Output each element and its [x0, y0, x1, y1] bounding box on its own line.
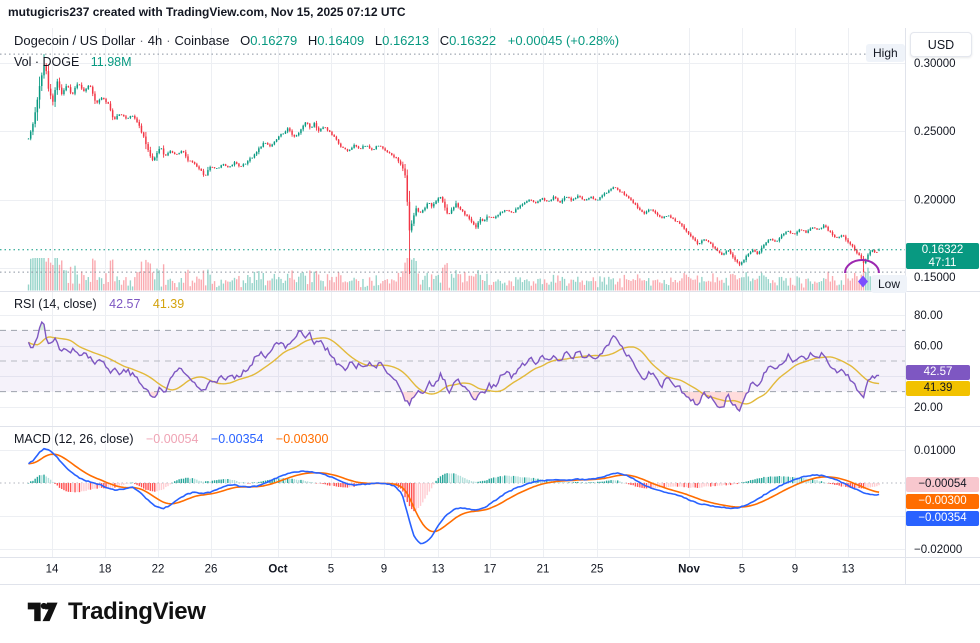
tradingview-logo-text: TradingView: [68, 598, 206, 625]
time-tick-label: Oct: [268, 564, 287, 576]
macd-main-axis-badge: −0.00354: [906, 511, 979, 526]
time-tick-label: 25: [591, 564, 604, 576]
price-tick-label: 0.15000: [914, 272, 956, 284]
volume-legend[interactable]: Vol · DOGE 11.98M: [14, 55, 132, 69]
tradingview-logo-icon: [27, 602, 58, 622]
time-axis[interactable]: [0, 557, 905, 584]
macd-signal-axis-badge: −0.00300: [906, 494, 979, 509]
time-tick-label: 22: [152, 564, 165, 576]
symbol-exchange[interactable]: Coinbase: [174, 33, 230, 48]
rsi-tick-label: 20.00: [914, 402, 943, 414]
rsi-title: RSI (14, close): [14, 297, 97, 311]
rsi-ma-axis-badge: 41.39: [906, 381, 970, 396]
rsi-axis-badge: 42.57: [906, 365, 970, 380]
price-change: +0.00045 (+0.28%): [507, 33, 620, 48]
rsi-line: [27, 320, 880, 413]
price-pane[interactable]: [0, 28, 905, 291]
rsi-tick-label: 80.00: [914, 310, 943, 322]
rsi-pane[interactable]: [0, 292, 905, 426]
time-tick-label: 21: [537, 564, 550, 576]
price-tick-label: 0.25000: [914, 126, 956, 138]
time-tick-label: 5: [739, 564, 745, 576]
legend-separator: ·: [139, 33, 144, 48]
ohlc-high-value: 0.16409: [317, 33, 365, 48]
rsi-oversold-fill: [681, 391, 749, 411]
time-tick-label: 17: [484, 564, 497, 576]
rsi-oversold-fill: [402, 391, 417, 405]
macd-histogram: [27, 473, 880, 512]
macd-line: [27, 447, 880, 545]
volume-label: Vol · DOGE: [14, 55, 80, 69]
bar-countdown: 47:11: [928, 257, 957, 269]
time-tick-label: 5: [328, 564, 334, 576]
symbol-legend[interactable]: Dogecoin / US Dollar · 4h · Coinbase O0.1627…: [14, 33, 619, 48]
macd-title: MACD (12, 26, close): [14, 432, 134, 446]
macd-hist-value: −0.00054: [145, 432, 199, 446]
currency-label: USD: [927, 37, 955, 52]
legend-separator: ·: [166, 33, 171, 48]
rsi-ma-line: [28, 336, 880, 405]
macd-legend[interactable]: MACD (12, 26, close) −0.00054 −0.00354 −…: [14, 432, 328, 446]
time-tick-label: 13: [842, 564, 855, 576]
macd-signal-value: −0.00300: [275, 432, 329, 446]
time-tick-label: 9: [381, 564, 387, 576]
currency-toggle-button[interactable]: USD: [910, 32, 972, 57]
price-tick-label: 0.30000: [914, 58, 956, 70]
time-tick-label: 9: [792, 564, 798, 576]
ohlc-close-label: C: [439, 33, 450, 48]
macd-pane[interactable]: [0, 427, 905, 557]
macd-main-value: −0.00354: [210, 432, 264, 446]
rsi-value: 42.57: [109, 297, 141, 311]
ohlc-open-value: 0.16279: [250, 33, 298, 48]
time-tick-label: 18: [99, 564, 112, 576]
volume-value: 11.98M: [90, 55, 132, 69]
price-tick-label: 0.20000: [914, 195, 956, 207]
candle-series: [27, 54, 880, 274]
macd-tick-label: 0.01000: [914, 445, 956, 457]
time-tick-label: 13: [432, 564, 445, 576]
time-tick-label: 26: [205, 564, 218, 576]
volume-series: [27, 258, 880, 291]
macd-signal-line: [28, 453, 880, 533]
time-tick-label: 14: [46, 564, 59, 576]
tradingview-logo[interactable]: TradingView: [26, 597, 206, 627]
ohlc-high-label: H: [307, 33, 318, 48]
symbol-interval[interactable]: 4h: [147, 33, 163, 48]
ohlc-low-value: 0.16213: [382, 33, 430, 48]
rsi-legend[interactable]: RSI (14, close) 42.57 41.39: [14, 297, 184, 311]
rsi-tick-label: 60.00: [914, 341, 943, 353]
ohlc-close-value: 0.16322: [449, 33, 497, 48]
time-tick-label: Nov: [678, 564, 700, 576]
low-highlight-arc[interactable]: [844, 259, 880, 274]
low-diamond-icon: [858, 275, 868, 288]
symbol-name[interactable]: Dogecoin / US Dollar: [14, 33, 136, 48]
rsi-oversold-fill: [471, 391, 485, 400]
last-price-badge: 0.16322 47:11: [906, 243, 979, 269]
attribution-text: mutugicris237 created with TradingView.c…: [8, 5, 406, 19]
ohlc-open-label: O: [240, 33, 251, 48]
ohlc-low-label: L: [374, 33, 383, 48]
low-marker-label: Low: [871, 275, 908, 293]
macd-tick-label: −0.02000: [914, 544, 962, 556]
rsi-ma-value: 41.39: [152, 297, 185, 311]
macd-hist-axis-badge: −0.00054: [906, 477, 979, 492]
high-marker-label: High: [866, 44, 905, 62]
last-price-value: 0.16322: [921, 244, 964, 256]
